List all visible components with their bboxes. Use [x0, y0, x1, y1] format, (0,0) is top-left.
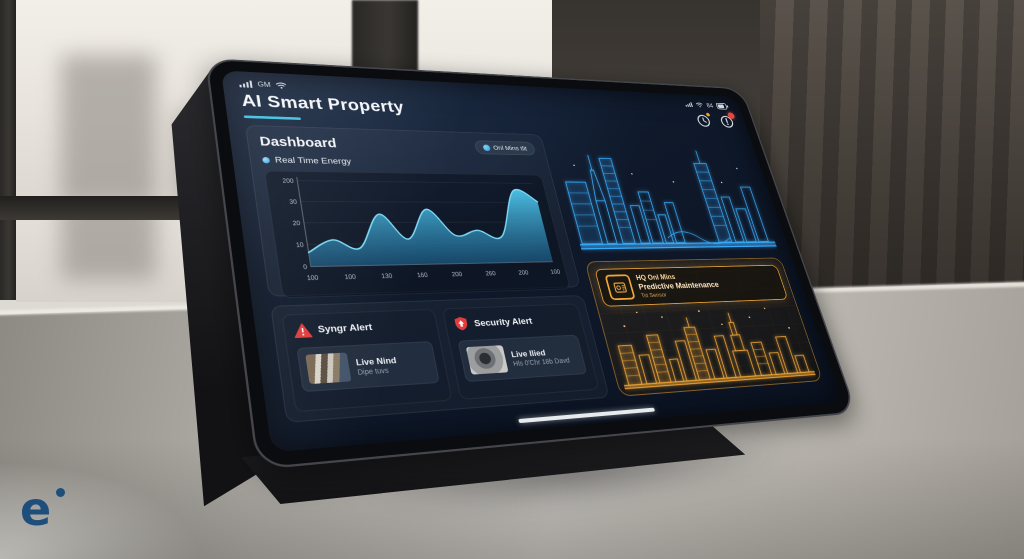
svg-text:200: 200: [518, 270, 530, 277]
feed-title: Live Nind: [354, 354, 398, 367]
window-frame: [0, 0, 16, 300]
dashboard-card: Dashboard Onl Mins tlit Real Time Energy: [244, 124, 581, 299]
tablet-device: GM: [205, 58, 858, 471]
svg-text:0: 0: [303, 264, 308, 271]
alerts-container: Syngr Alert Live Nind Dipe tuvs: [270, 295, 610, 423]
svg-text:260: 260: [485, 270, 497, 277]
blue-skyline-graphic: [551, 135, 778, 254]
alert-feed-text: Live Ilied Hls 0'Chr 18b Davd: [510, 346, 570, 367]
wifi-icon: [695, 102, 704, 108]
alert-card-synergy: Syngr Alert Live Nind Dipe tuvs: [281, 308, 453, 413]
svg-text:160: 160: [417, 272, 429, 279]
dashboard-heading: Dashboard: [258, 134, 338, 151]
svg-text:20: 20: [292, 220, 301, 227]
maintenance-text: HQ Onl Mins Predictive Maintenance Tst S…: [635, 272, 722, 299]
chart-filter-button[interactable]: Onl Mins tlit: [473, 140, 537, 156]
energy-dot-icon: [262, 156, 271, 164]
brand-logo: e: [20, 486, 65, 532]
battery-percent-label: 84: [705, 102, 714, 109]
curtain: [760, 0, 1024, 292]
signal-icon: [239, 80, 253, 88]
svg-text:200: 200: [451, 271, 463, 278]
alert-feed-item[interactable]: Live Ilied Hls 0'Chr 18b Davd: [457, 334, 588, 383]
svg-text:200: 200: [282, 178, 295, 185]
svg-text:100: 100: [344, 274, 357, 281]
battery-icon: [715, 103, 729, 110]
title-accent-underline: [243, 115, 302, 120]
svg-text:10: 10: [296, 242, 305, 249]
status-bar: GM: [238, 78, 729, 110]
alert-feed-text: Live Nind Dipe tuvs: [355, 354, 399, 376]
svg-text:100: 100: [306, 275, 319, 283]
camera-thumbnail: [465, 345, 509, 375]
svg-text:100: 100: [550, 269, 561, 276]
clock-badge: [705, 112, 711, 117]
chart-filter-label: Onl Mins tlit: [492, 143, 528, 153]
chart-legend: Real Time Energy: [262, 155, 540, 170]
notifications-button[interactable]: [718, 112, 736, 129]
filter-dot-icon: [481, 144, 491, 151]
signal-icon: [685, 102, 693, 107]
alert-title: Security Alert: [473, 315, 534, 329]
maintenance-line2: Predictive Maintenance: [637, 280, 720, 292]
city-silhouette: [61, 220, 156, 280]
city-silhouette: [61, 55, 156, 196]
maintenance-line3: Tst Sensor: [640, 292, 668, 300]
feed-subtitle: Hls 0'Chr 18b Davd: [512, 357, 571, 368]
alert-card-security: Security Alert Live Ilied Hls 0'Chr 18b …: [441, 303, 600, 400]
app-title-block: AI Smart Property: [240, 92, 407, 123]
warning-triangle-icon: [293, 323, 313, 339]
wifi-icon: [275, 81, 287, 89]
alert-feed-item[interactable]: Live Nind Dipe tuvs: [296, 341, 440, 393]
logo-letter: e: [20, 482, 52, 536]
energy-chart-panel: 200 30 20 10 0 100 100 130 160 200 260 200 100: [263, 170, 571, 299]
orange-skyline-graphic: [602, 298, 817, 394]
camera-thumbnail: [305, 352, 352, 385]
shield-icon: [453, 316, 469, 331]
carrier-label: GM: [256, 80, 272, 89]
feed-subtitle: Dipe tuvs: [357, 367, 390, 377]
logo-dot: [56, 488, 65, 497]
svg-text:30: 30: [289, 199, 298, 206]
alert-title: Syngr Alert: [317, 322, 374, 336]
chart-section-label: Real Time Energy: [274, 155, 352, 167]
page-title: AI Smart Property: [240, 92, 406, 117]
maintenance-panel: HQ Onl Mins Predictive Maintenance Tst S…: [584, 257, 824, 397]
tablet-screen: GM: [221, 70, 843, 453]
svg-text:130: 130: [381, 273, 393, 280]
maintenance-icon: [604, 274, 636, 301]
home-indicator[interactable]: [518, 407, 656, 424]
clock-button[interactable]: [695, 114, 713, 128]
